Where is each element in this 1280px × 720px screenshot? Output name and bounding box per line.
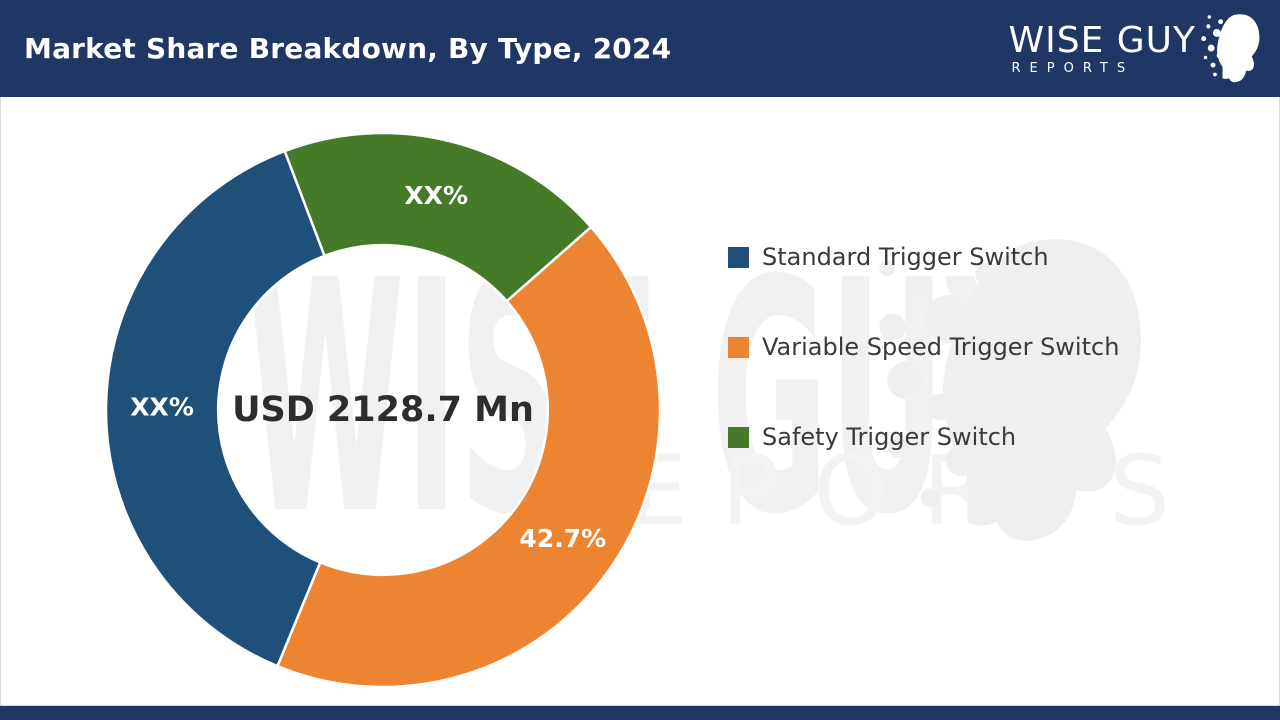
donut-center-value: USD 2128.7 Mn [232, 390, 534, 430]
legend-label: Standard Trigger Switch [762, 243, 1049, 271]
header-bar: Market Share Breakdown, By Type, 2024 WI… [0, 0, 1280, 97]
footer-bar [0, 706, 1280, 720]
legend-swatch-icon [728, 336, 749, 358]
legend-swatch-icon [728, 246, 749, 268]
brand-name: WISE GUY [1008, 20, 1196, 62]
brand-logo-text: WISE GUY REPORTS [1009, 22, 1197, 76]
donut-chart: XX% 42.7% XX% [104, 131, 662, 689]
chart-area: WISE GUY REPORTS XX% 42.7% XX% USD 2128.7 … [0, 97, 1280, 706]
segment-value-label-0: XX% [130, 392, 194, 421]
segment-value-label-2: XX% [404, 181, 468, 210]
donut-segment-2 [283, 131, 593, 303]
legend-item-2: Safety Trigger Switch [728, 423, 1119, 451]
legend: Standard Trigger Switch Variable Speed Tr… [728, 243, 1119, 513]
legend-label: Safety Trigger Switch [762, 423, 1017, 451]
legend-label: Variable Speed Trigger Switch [762, 333, 1120, 361]
logo-face-icon [1201, 14, 1260, 83]
donut-segment-1 [276, 225, 662, 689]
legend-swatch-icon [728, 426, 749, 448]
brand-logo: WISE GUY REPORTS [1009, 8, 1265, 90]
legend-item-1: Variable Speed Trigger Switch [728, 333, 1119, 361]
brand-subname: REPORTS [1011, 60, 1135, 76]
legend-item-0: Standard Trigger Switch [728, 243, 1119, 271]
watermark-face-icon [879, 239, 1141, 541]
donut-segment-0 [104, 149, 326, 668]
segment-value-label-1: 42.7% [519, 524, 606, 553]
page-title: Market Share Breakdown, By Type, 2024 [24, 32, 672, 65]
